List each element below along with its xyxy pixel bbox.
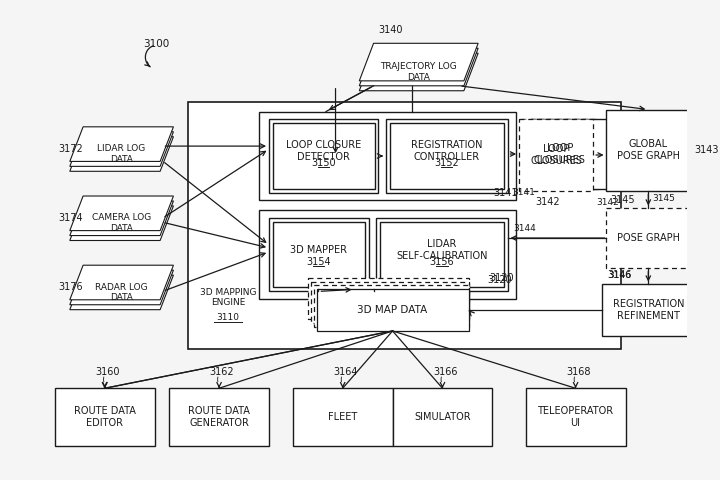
Polygon shape	[70, 132, 174, 167]
Text: REGISTRATION
CONTROLLER: REGISTRATION CONTROLLER	[411, 140, 482, 162]
Bar	[380, 222, 504, 288]
Text: 3120: 3120	[487, 275, 512, 285]
Text: 3120: 3120	[490, 273, 514, 283]
Bar	[519, 120, 593, 191]
Text: 3D MAPPING
ENGINE: 3D MAPPING ENGINE	[200, 288, 256, 307]
Bar	[392, 388, 492, 445]
Bar	[521, 120, 599, 189]
Polygon shape	[70, 201, 174, 236]
Text: 3145: 3145	[611, 195, 635, 205]
Text: CAMERA LOG
DATA: CAMERA LOG DATA	[92, 214, 151, 233]
Text: 3176: 3176	[58, 282, 83, 292]
Text: 3150: 3150	[311, 158, 336, 168]
Bar	[606, 109, 690, 191]
Bar	[531, 120, 621, 189]
Text: 3146: 3146	[608, 270, 632, 279]
Text: 3146: 3146	[608, 271, 631, 280]
Text: 3152: 3152	[434, 158, 459, 168]
Text: 3110: 3110	[217, 312, 240, 322]
Text: LIDAR
SELF-CALIBRATION: LIDAR SELF-CALIBRATION	[396, 239, 487, 261]
Text: 3D MAPPER: 3D MAPPER	[290, 245, 347, 255]
Text: 3160: 3160	[96, 368, 120, 377]
Text: 3142: 3142	[596, 198, 618, 207]
Text: TRAJECTORY LOG
DATA: TRAJECTORY LOG DATA	[380, 62, 457, 82]
Text: 3141: 3141	[513, 188, 535, 197]
Text: 3162: 3162	[210, 368, 234, 377]
Bar	[606, 208, 690, 268]
Text: SIMULATOR: SIMULATOR	[414, 412, 471, 422]
Text: LOOP CLOSURE
DETECTOR: LOOP CLOSURE DETECTOR	[286, 140, 361, 162]
Text: 3168: 3168	[566, 368, 590, 377]
Bar	[273, 123, 374, 189]
Polygon shape	[70, 127, 174, 161]
Bar	[259, 111, 516, 201]
Polygon shape	[70, 275, 174, 310]
Text: 3141: 3141	[494, 188, 518, 198]
Bar	[311, 281, 469, 323]
Bar	[55, 388, 155, 445]
Bar	[386, 120, 508, 192]
Bar	[259, 210, 516, 300]
Bar	[602, 285, 695, 336]
Text: FLEET: FLEET	[328, 412, 357, 422]
Bar	[526, 388, 626, 445]
Text: 3174: 3174	[58, 213, 83, 223]
Polygon shape	[359, 53, 478, 91]
Text: 3D MAP DATA: 3D MAP DATA	[357, 305, 428, 315]
Text: 3140: 3140	[378, 25, 402, 36]
Text: 3143: 3143	[694, 145, 719, 155]
Bar	[317, 289, 469, 331]
Polygon shape	[70, 265, 174, 300]
Text: RADAR LOG
DATA: RADAR LOG DATA	[95, 283, 148, 302]
Polygon shape	[359, 48, 478, 86]
Polygon shape	[70, 137, 174, 171]
Text: 3172: 3172	[58, 144, 83, 154]
Text: 3144: 3144	[513, 224, 536, 233]
Bar	[390, 123, 504, 189]
Bar	[377, 218, 508, 291]
Text: 3156: 3156	[430, 257, 454, 267]
Text: 3164: 3164	[333, 368, 358, 377]
Text: 3154: 3154	[307, 257, 331, 267]
Polygon shape	[70, 270, 174, 305]
Bar	[293, 388, 392, 445]
Text: LOOP
CLOSURES: LOOP CLOSURES	[530, 144, 582, 166]
Polygon shape	[359, 43, 478, 81]
Text: ROUTE DATA
GENERATOR: ROUTE DATA GENERATOR	[188, 406, 250, 428]
Text: REGISTRATION
REFINEMENT: REGISTRATION REFINEMENT	[613, 300, 684, 321]
Polygon shape	[70, 206, 174, 240]
Bar	[169, 388, 269, 445]
Text: 3166: 3166	[433, 368, 457, 377]
Text: TELEOPERATOR
UI: TELEOPERATOR UI	[538, 406, 613, 428]
Text: 3145: 3145	[652, 194, 675, 203]
Bar	[314, 286, 469, 327]
Polygon shape	[70, 196, 174, 230]
Bar	[308, 277, 469, 319]
Bar	[269, 120, 378, 192]
Text: 3142: 3142	[535, 197, 560, 207]
Text: ROUTE DATA
EDITOR: ROUTE DATA EDITOR	[74, 406, 136, 428]
Text: GLOBAL
POSE GRAPH: GLOBAL POSE GRAPH	[617, 139, 680, 161]
Text: POSE GRAPH: POSE GRAPH	[617, 233, 680, 243]
Bar	[188, 102, 621, 349]
Text: LOOP
CLOSURES: LOOP CLOSURES	[534, 143, 586, 165]
Text: LIDAR LOG
DATA: LIDAR LOG DATA	[97, 144, 145, 164]
Text: 3100: 3100	[143, 39, 170, 49]
Bar	[273, 222, 365, 288]
Bar	[269, 218, 369, 291]
